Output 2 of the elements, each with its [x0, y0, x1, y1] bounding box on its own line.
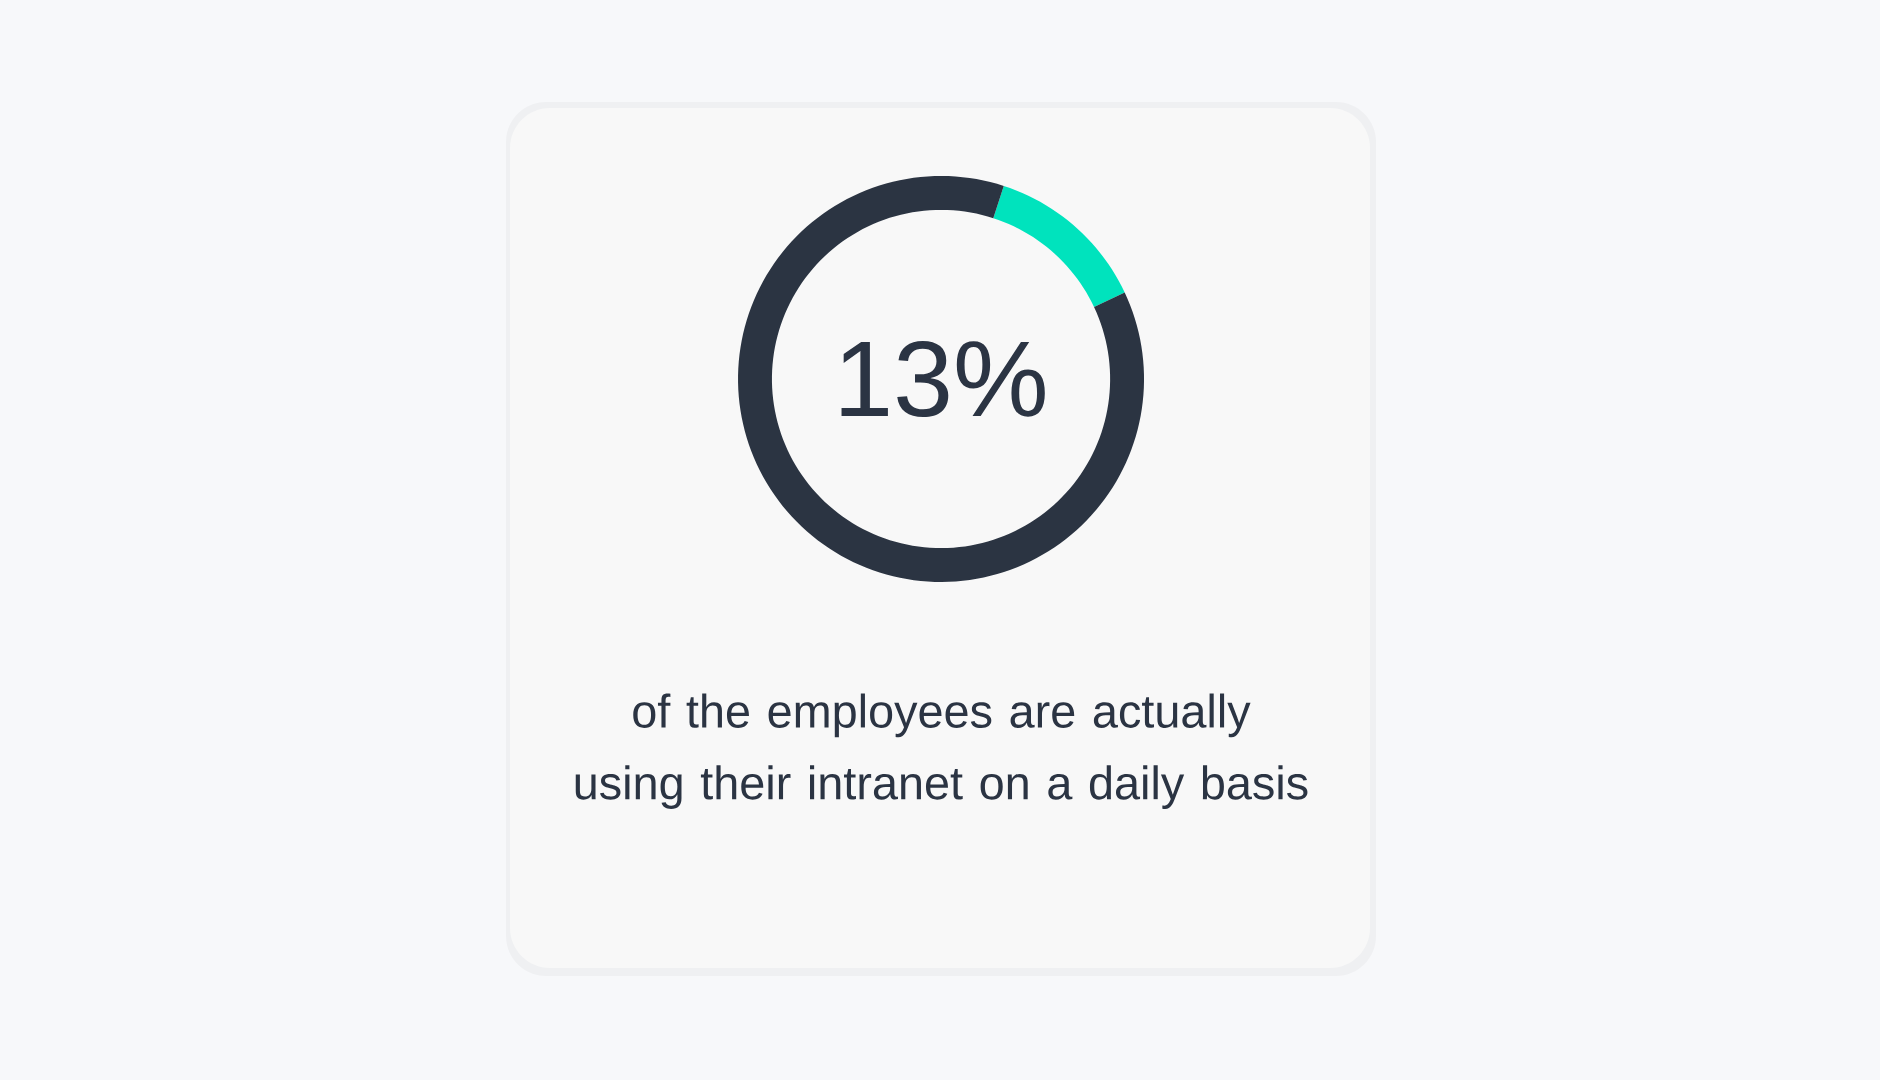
text: 13%: [841, 340, 1045, 418]
text: of the employees are actually using their intranet on a daily basis: [575, 693, 1308, 809]
